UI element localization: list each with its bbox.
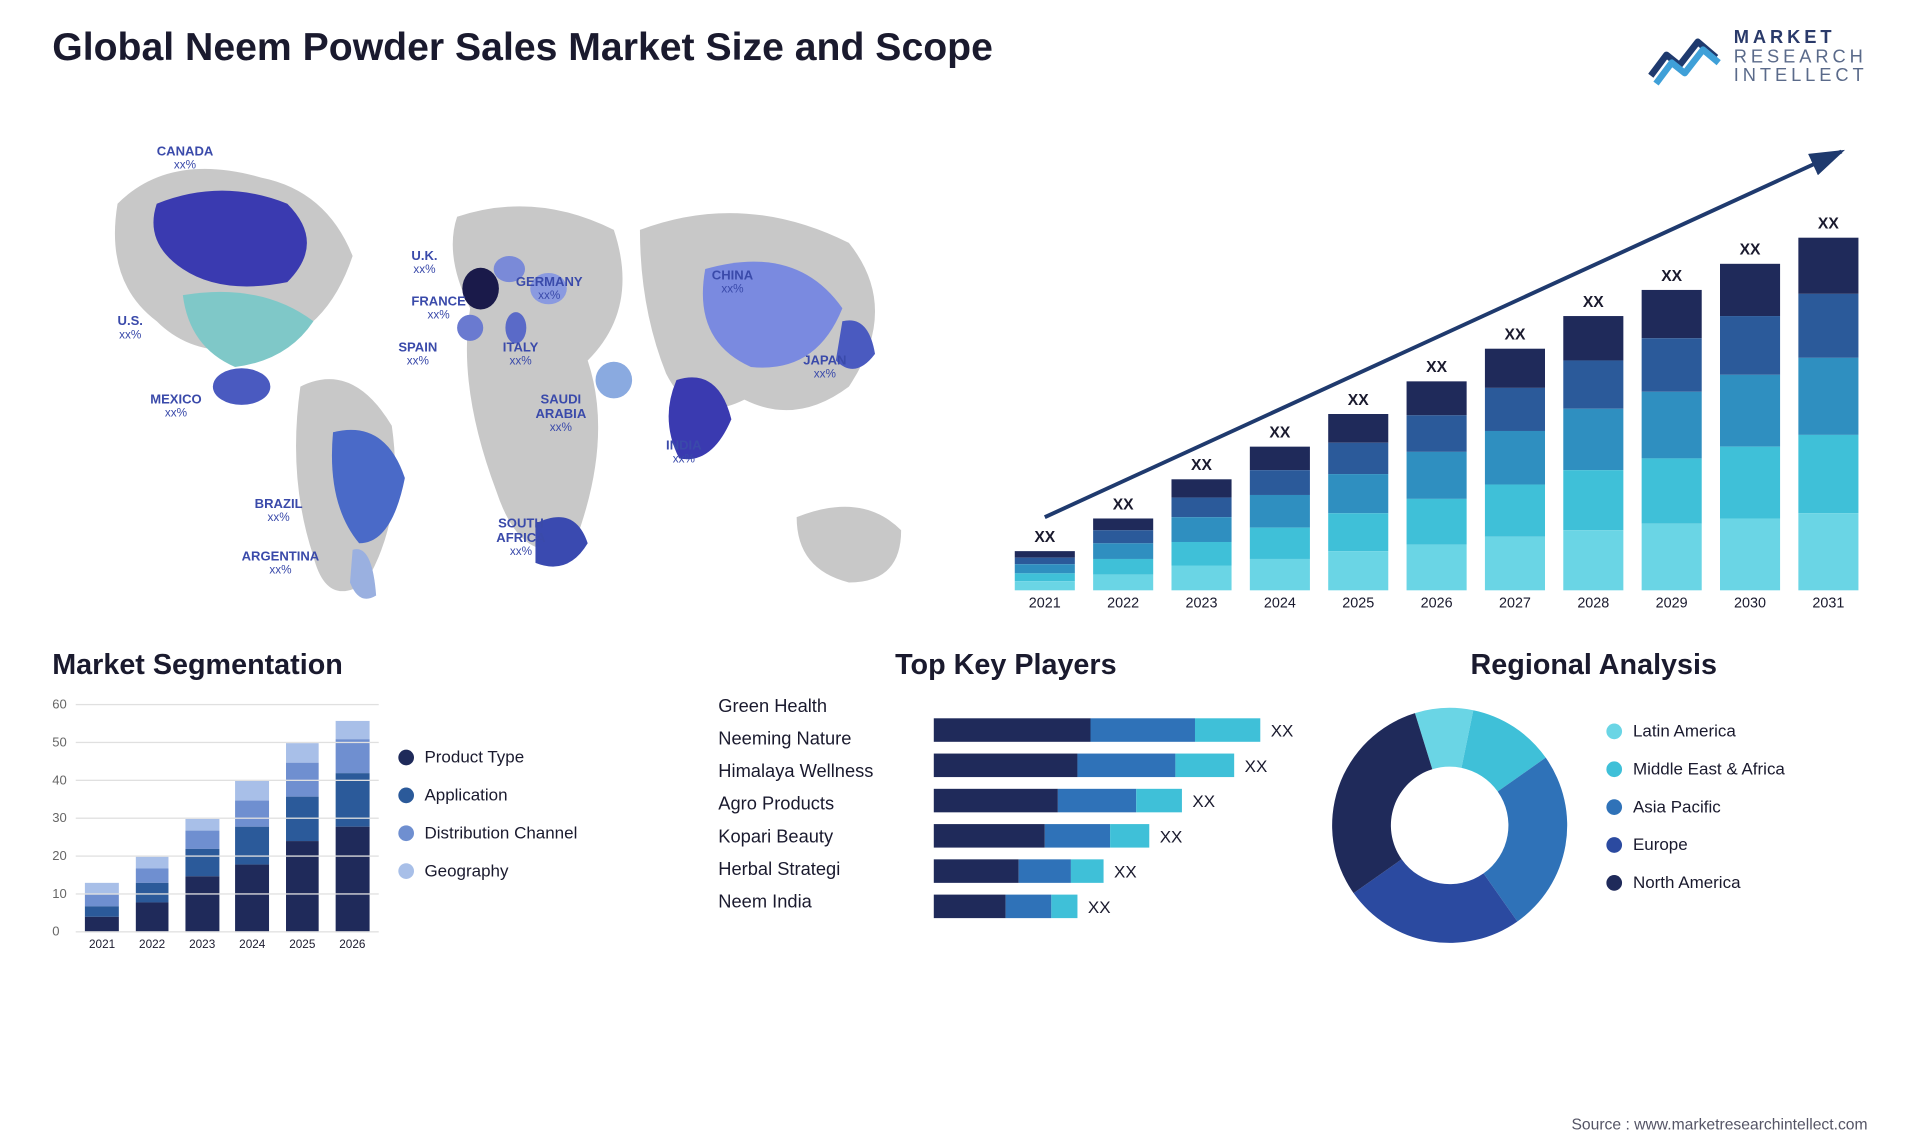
regional-title: Regional Analysis bbox=[1320, 648, 1869, 682]
player-name: Green Health bbox=[718, 695, 914, 716]
legend-item: Latin America bbox=[1607, 721, 1785, 741]
player-bar: XX bbox=[934, 718, 1294, 742]
segmentation-legend: Product Type Application Distribution Chan… bbox=[398, 695, 577, 956]
map-label: INDIAxx% bbox=[666, 439, 702, 466]
x-axis-label: 2030 bbox=[1734, 596, 1766, 612]
player-bar: XX bbox=[934, 754, 1294, 778]
map-label: JAPANxx% bbox=[803, 354, 846, 381]
player-value: XX bbox=[1271, 720, 1294, 740]
map-label: FRANCExx% bbox=[411, 295, 465, 322]
x-axis-label: 2028 bbox=[1577, 596, 1609, 612]
map-label: ARGENTINAxx% bbox=[242, 550, 320, 577]
player-value: XX bbox=[1160, 826, 1183, 846]
players-panel: Top Key Players Green Health Neeming Natu… bbox=[718, 648, 1293, 956]
y-axis-tick: 60 bbox=[52, 698, 373, 712]
x-axis-label: 2031 bbox=[1812, 596, 1844, 612]
x-axis-label: 2027 bbox=[1499, 596, 1531, 612]
player-bar: XX bbox=[934, 895, 1294, 919]
regional-legend: Latin America Middle East & Africa Asia Pa… bbox=[1607, 695, 1785, 892]
map-label: U.S.xx% bbox=[118, 315, 143, 342]
player-value: XX bbox=[1088, 897, 1111, 917]
bar-value-label: XX bbox=[1504, 325, 1525, 343]
map-label: SPAINxx% bbox=[398, 341, 437, 368]
legend-item: Europe bbox=[1607, 835, 1785, 855]
page-title: Global Neem Powder Sales Market Size and… bbox=[52, 26, 993, 70]
logo-line1: MARKET bbox=[1734, 27, 1868, 46]
map-label: MEXICOxx% bbox=[150, 393, 202, 420]
legend-item: North America bbox=[1607, 872, 1785, 892]
y-axis-tick: 0 bbox=[52, 925, 373, 939]
logo-line2: RESEARCH bbox=[1734, 47, 1868, 66]
bar-value-label: XX bbox=[1191, 456, 1212, 474]
x-axis-label: 2021 bbox=[1029, 596, 1061, 612]
bar-value-label: XX bbox=[1348, 391, 1369, 409]
player-name: Neeming Nature bbox=[718, 727, 914, 748]
players-title: Top Key Players bbox=[718, 648, 1293, 682]
player-name: Neem India bbox=[718, 891, 914, 912]
bar-value-label: XX bbox=[1269, 423, 1290, 441]
bar-value-label: XX bbox=[1818, 214, 1839, 232]
map-label: SAUDIARABIAxx% bbox=[535, 393, 586, 435]
map-label: U.K.xx% bbox=[411, 249, 437, 276]
map-label: ITALYxx% bbox=[503, 341, 539, 368]
donut-slice bbox=[1333, 713, 1433, 893]
map-label: CANADAxx% bbox=[157, 145, 214, 172]
y-axis-tick: 20 bbox=[52, 850, 373, 864]
growth-bar-chart: XX 2021 XX 2022 XX 2023 XX 2024 XX 2025 XX 2026 XX 20… bbox=[1006, 125, 1868, 621]
x-axis-label: 2024 bbox=[1264, 596, 1296, 612]
player-name: Herbal Strategi bbox=[718, 858, 914, 879]
player-bar: XX bbox=[934, 824, 1294, 848]
player-value: XX bbox=[1192, 791, 1215, 811]
map-label: SOUTHAFRICAxx% bbox=[496, 517, 545, 559]
segmentation-title: Market Segmentation bbox=[52, 648, 692, 682]
player-bar: XX bbox=[934, 789, 1294, 813]
players-bars: XXXXXXXXXXXX bbox=[934, 695, 1294, 918]
x-axis-label: 2026 bbox=[1421, 596, 1453, 612]
legend-item: Distribution Channel bbox=[398, 823, 577, 843]
players-names: Green Health Neeming Nature Himalaya Welln… bbox=[718, 695, 914, 918]
player-bar: XX bbox=[934, 859, 1294, 883]
legend-item: Geography bbox=[398, 861, 577, 881]
source-text: Source : www.marketresearchintellect.com bbox=[1571, 1115, 1867, 1133]
map-label: GERMANYxx% bbox=[516, 276, 583, 303]
x-axis-label: 2029 bbox=[1656, 596, 1688, 612]
bar-value-label: XX bbox=[1113, 495, 1134, 513]
x-axis-label: 2025 bbox=[1342, 596, 1374, 612]
player-name: Himalaya Wellness bbox=[718, 760, 914, 781]
bar-value-label: XX bbox=[1426, 358, 1447, 376]
legend-item: Middle East & Africa bbox=[1607, 759, 1785, 779]
brand-logo: MARKET RESEARCH INTELLECT bbox=[1648, 26, 1868, 86]
y-axis-tick: 10 bbox=[52, 887, 373, 901]
x-axis-label: 2022 bbox=[1107, 596, 1139, 612]
y-axis-tick: 30 bbox=[52, 812, 373, 826]
player-value: XX bbox=[1114, 861, 1137, 881]
player-name: Kopari Beauty bbox=[718, 825, 914, 846]
legend-item: Asia Pacific bbox=[1607, 797, 1785, 817]
segmentation-chart: 202120222023202420252026 0102030405060 bbox=[52, 695, 379, 956]
regional-panel: Regional Analysis Latin America Middle Ea… bbox=[1320, 648, 1869, 956]
player-value: XX bbox=[1245, 756, 1268, 776]
legend-item: Product Type bbox=[398, 747, 577, 767]
world-map: CANADAxx% U.S.xx% MEXICOxx% BRAZILxx% ARGENT… bbox=[52, 125, 966, 621]
bar-value-label: XX bbox=[1740, 240, 1761, 258]
bar-value-label: XX bbox=[1034, 528, 1055, 546]
y-axis-tick: 40 bbox=[52, 774, 373, 788]
bar-value-label: XX bbox=[1583, 293, 1604, 311]
segmentation-panel: Market Segmentation 20212022202320242025… bbox=[52, 648, 692, 956]
legend-item: Application bbox=[398, 785, 577, 805]
player-name: Agro Products bbox=[718, 793, 914, 814]
map-label: CHINAxx% bbox=[712, 269, 753, 296]
map-label: BRAZILxx% bbox=[255, 498, 303, 525]
bar-value-label: XX bbox=[1661, 266, 1682, 284]
regional-donut bbox=[1320, 695, 1581, 956]
x-axis-label: 2023 bbox=[1186, 596, 1218, 612]
y-axis-tick: 50 bbox=[52, 736, 373, 750]
logo-line3: INTELLECT bbox=[1734, 66, 1868, 85]
